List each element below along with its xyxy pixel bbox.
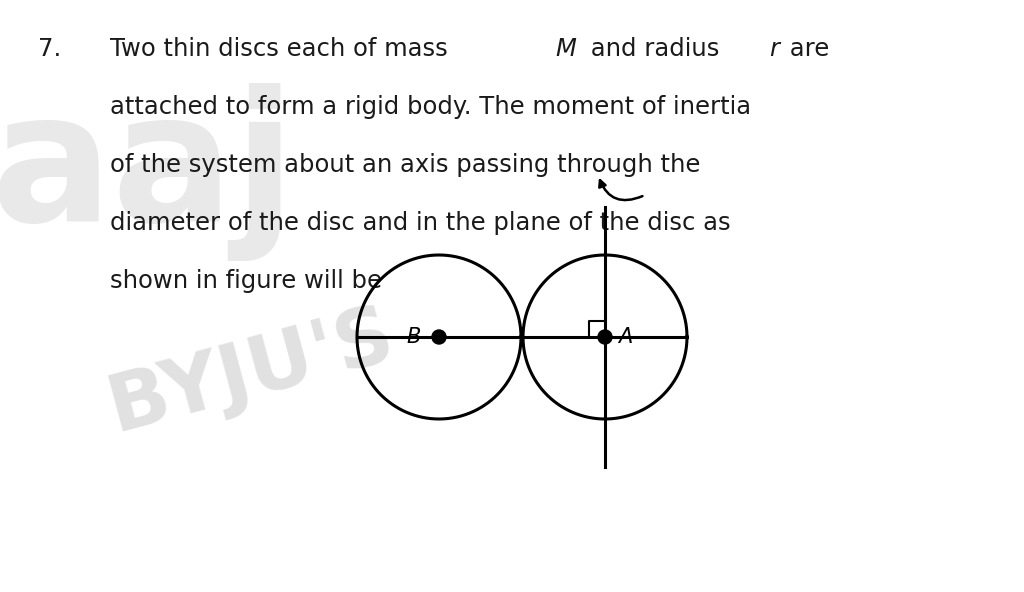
Text: M: M (556, 37, 577, 61)
Text: Two thin discs each of mass: Two thin discs each of mass (110, 37, 456, 61)
Text: r: r (769, 37, 778, 61)
Text: attached to form a rigid body. The moment of inertia: attached to form a rigid body. The momen… (110, 95, 752, 119)
Text: of the system about an axis passing through the: of the system about an axis passing thro… (110, 153, 700, 177)
Text: diameter of the disc and in the plane of the disc as: diameter of the disc and in the plane of… (110, 211, 731, 235)
Text: A: A (618, 327, 632, 347)
Text: are: are (781, 37, 828, 61)
Text: aaj: aaj (0, 83, 296, 261)
Text: shown in figure will be: shown in figure will be (110, 269, 382, 293)
Text: BYJU'S: BYJU'S (100, 297, 403, 448)
Circle shape (432, 330, 446, 344)
Text: B: B (407, 327, 421, 347)
Text: and radius: and radius (583, 37, 727, 61)
Circle shape (598, 330, 612, 344)
Text: 7.: 7. (38, 37, 61, 61)
